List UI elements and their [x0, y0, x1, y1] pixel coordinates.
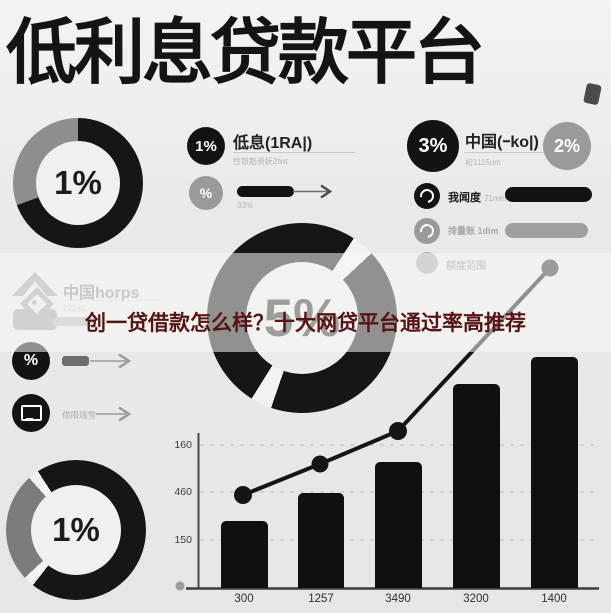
value-bar — [505, 223, 588, 238]
y-tick-label: 460 — [174, 486, 192, 498]
clock-icon — [414, 183, 440, 209]
donut-value-label: 1% — [52, 511, 100, 548]
monitor-glyph — [20, 405, 42, 421]
bar-caption: 33% — [237, 201, 254, 210]
banner-headline: 创一贷借款怎么样？十大网贷平台通过率高推荐 — [85, 312, 526, 335]
donut-hole: 1% — [36, 141, 120, 225]
faded-overlay-band — [0, 253, 611, 352]
x-axis-label: 1257 — [308, 593, 334, 605]
x-axis-label: 3200 — [463, 593, 489, 605]
row-suffix-text: 1dim — [477, 226, 499, 236]
bar-1 — [221, 521, 268, 588]
bar-4 — [453, 384, 500, 588]
donut-value-label: 1% — [54, 164, 102, 201]
percentage-badge: 3% — [407, 120, 459, 172]
page-title: 低利息贷款平台 — [6, 14, 485, 93]
bar-5 — [531, 357, 578, 588]
axis-origin-dot — [175, 581, 185, 591]
monitor-caption: 借限瑞雪 — [62, 410, 97, 420]
x-axis-label: 300 — [234, 593, 254, 605]
arrow-right-icon — [293, 184, 333, 199]
data-point-dot — [389, 422, 407, 440]
percentage-badge: 1% — [187, 127, 225, 165]
value-bar — [505, 187, 592, 202]
bar-2 — [298, 493, 344, 588]
percentage-badge: 2% — [543, 122, 591, 170]
arc-icon — [414, 218, 440, 244]
row-label-text: 我闻度 — [448, 192, 481, 204]
row-suffix-text: 71mm — [484, 194, 507, 203]
row-label: 排量账 1dim — [448, 224, 499, 237]
monitor-icon — [12, 394, 50, 432]
arrow-right-icon — [90, 353, 132, 369]
y-tick-label: 150 — [174, 534, 192, 546]
arrow-right-icon — [96, 406, 132, 422]
row-label-text: 排量账 — [448, 226, 476, 236]
section-subtitle: 初1115um — [465, 158, 501, 167]
divider — [464, 152, 583, 153]
percent-badge: % — [189, 176, 223, 210]
bar-3 — [375, 462, 422, 588]
y-tick-label: 160 — [174, 439, 192, 451]
chart-axes — [175, 433, 599, 591]
section-subtitle: 性银筋贵抚2twt — [233, 157, 288, 166]
section-title-china: 中国(ｰko|) — [465, 134, 539, 151]
row-label: 我闻度 71mm — [448, 189, 506, 205]
x-axis-label: 1400 — [541, 593, 567, 605]
section-title-low-interest: 低息(1RA|) — [233, 135, 313, 152]
donut-chart-top-left: 1% — [13, 118, 143, 248]
data-point-dot — [234, 486, 252, 504]
x-axis-label: 3490 — [385, 593, 411, 605]
progress-pill — [237, 186, 294, 197]
donut-hole: 1% — [31, 485, 121, 575]
progress-pill — [62, 356, 89, 366]
data-point-dot — [311, 455, 329, 473]
divider — [233, 152, 355, 153]
donut-chart-bottom-left: 1% — [6, 460, 146, 600]
